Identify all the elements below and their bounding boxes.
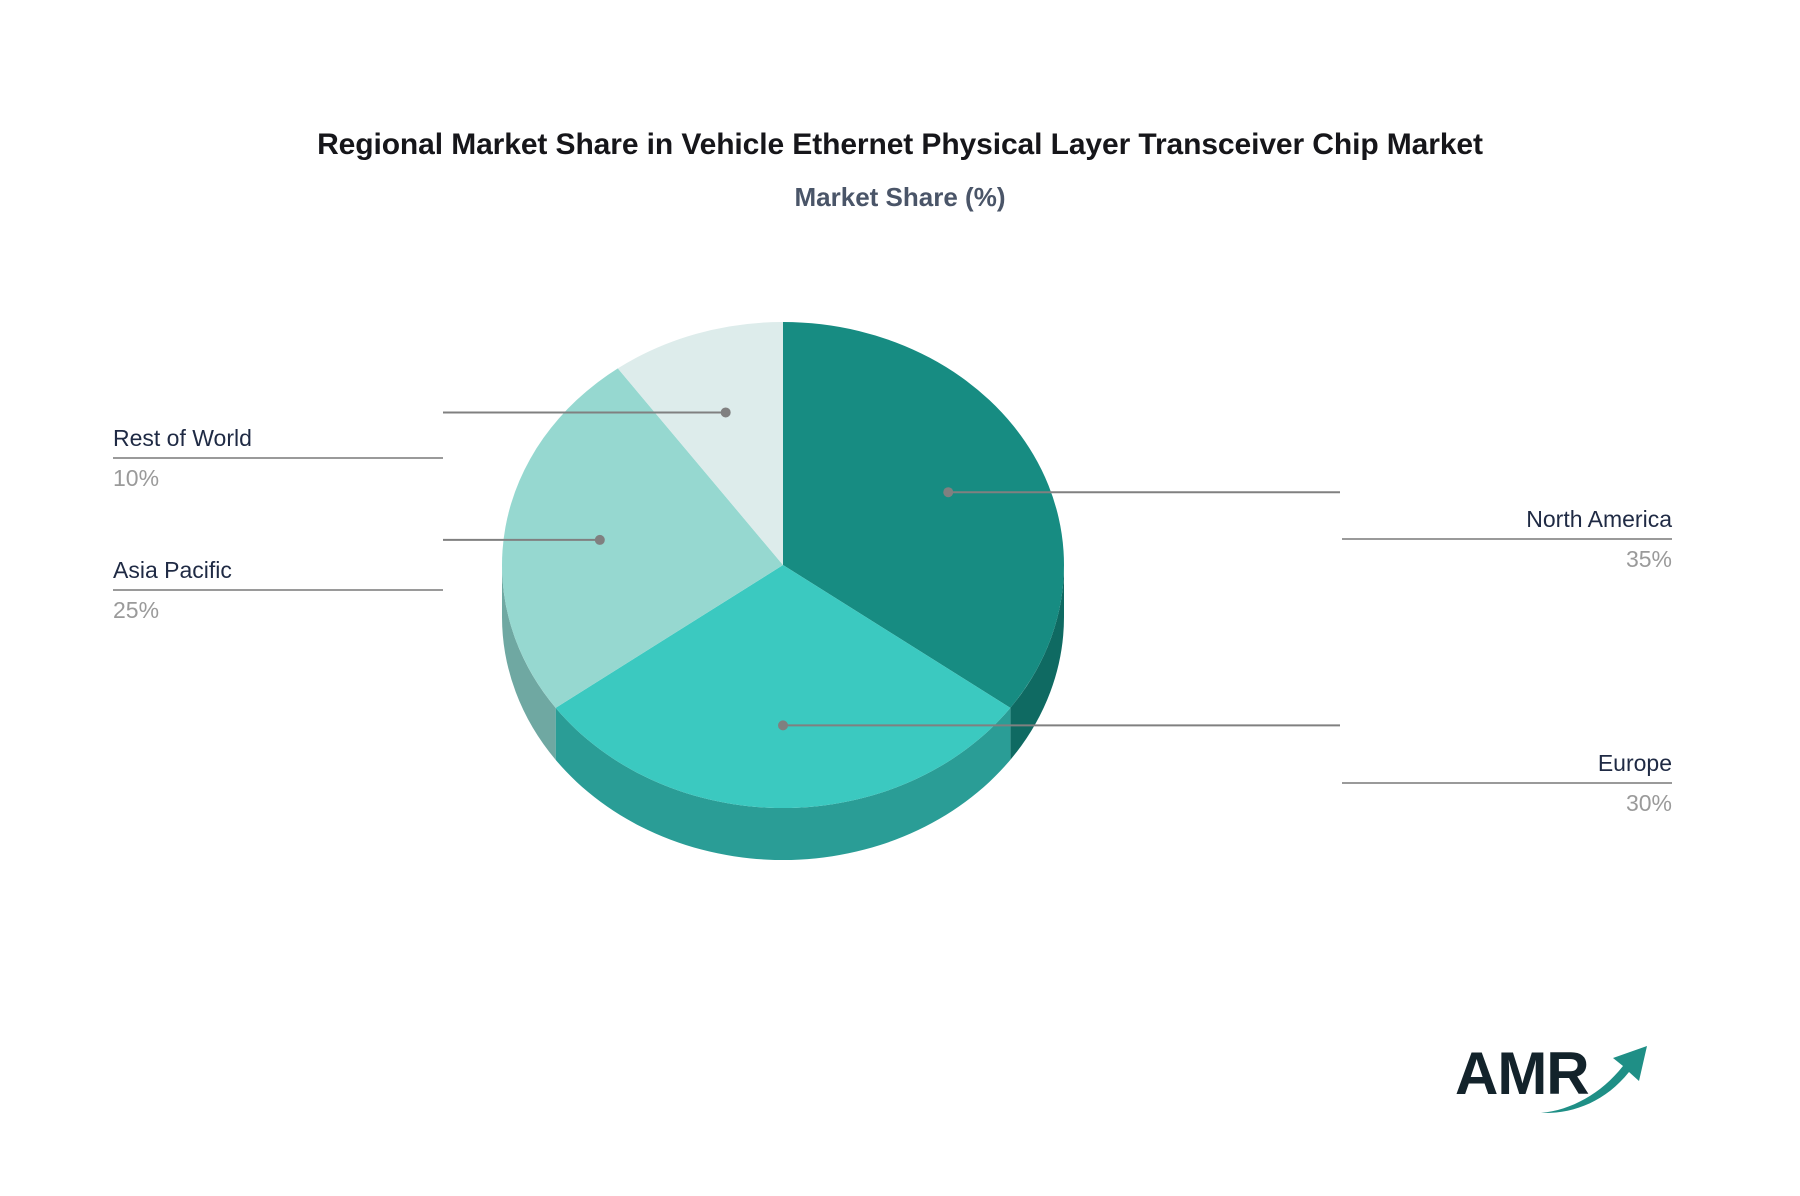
callout-label: Europe [1597,750,1672,776]
callout-rule [113,456,443,459]
pie-leader-lines [443,407,1340,731]
callout-rule [1342,537,1672,540]
callout-value: 10% [113,464,160,491]
pie-slice-top [555,565,1011,809]
callout-asia-pacific: Asia Pacific 25% [113,556,443,625]
amr-logo-text: AMR [1455,1040,1590,1107]
amr-logo: AMR [1455,1040,1655,1118]
leader-anchor-dot [720,407,731,418]
leader-anchor-dot [594,534,605,545]
callout-north-america: North America 35% [1342,505,1672,574]
pie-slice-side [555,707,1011,860]
pie-slice-top [783,322,1064,708]
callout-rest-of-world: Rest of World 10% [113,424,443,493]
callout-label: North America [1526,506,1672,532]
callout-value: 30% [1625,789,1672,816]
leader-anchor-dot [943,487,954,498]
callout-value: 35% [1625,545,1672,572]
chart-title: Regional Market Share in Vehicle Etherne… [317,128,1483,161]
callout-rule [1342,781,1672,784]
pie-slice-top [617,322,783,565]
pie-slice-top [502,368,783,708]
growth-arrow-icon [1541,1046,1647,1114]
callout-rule [113,588,443,591]
chart-subtitle: Market Share (%) [794,182,1006,212]
callout-europe: Europe 30% [1342,749,1672,818]
callout-label: Rest of World [113,425,252,451]
chart-header: Regional Market Share in Vehicle Etherne… [0,128,1800,212]
pie-slice-side [1010,565,1064,760]
pie-slices [502,322,1064,809]
callout-value: 25% [113,596,160,623]
callout-label: Asia Pacific [113,557,232,583]
pie-3d-sides [502,565,1064,860]
leader-anchor-dot [778,720,788,731]
pie-slice-side [502,565,556,760]
